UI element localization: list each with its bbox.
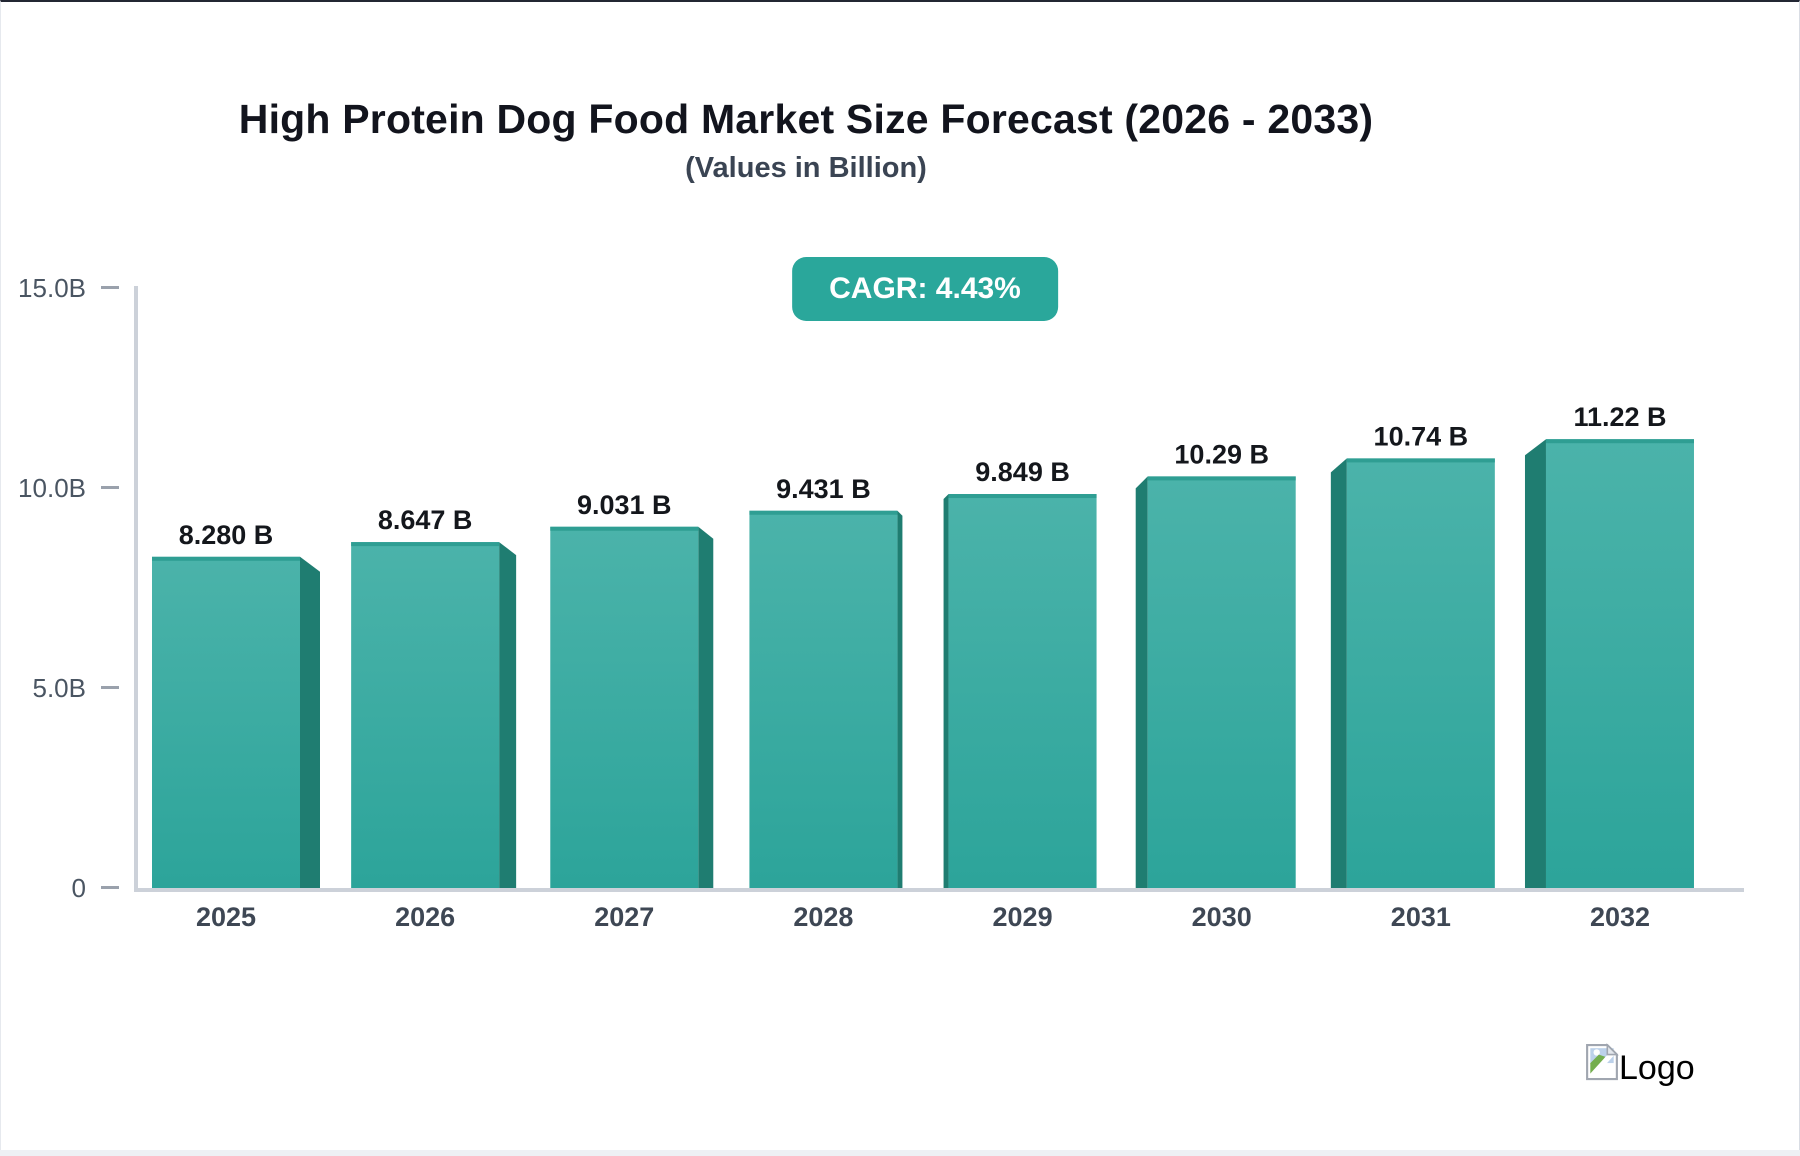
- x-axis-label-2028: 2028: [793, 902, 853, 932]
- bar-value-label-2031: 10.74 B: [1374, 421, 1469, 451]
- bar-2026[interactable]: [351, 542, 500, 890]
- bar-2028[interactable]: [749, 510, 898, 890]
- bar-value-label-2026: 8.647 B: [378, 505, 473, 535]
- bar-side-2026: [499, 542, 517, 890]
- y-axis-label-15.0B: 15.0B: [18, 273, 86, 303]
- bar-top-edge-2025: [152, 556, 300, 561]
- bar-side-2028: [897, 510, 903, 890]
- y-axis-tick: [101, 886, 119, 889]
- bar-value-label-2025: 8.280 B: [179, 520, 274, 550]
- x-axis-label-2030: 2030: [1192, 902, 1252, 932]
- bar-2031[interactable]: [1346, 458, 1495, 890]
- y-axis-label-0: 0: [72, 873, 86, 903]
- x-axis-label-2026: 2026: [395, 902, 455, 932]
- x-axis-label-2031: 2031: [1391, 902, 1451, 932]
- bar-2029[interactable]: [948, 494, 1097, 890]
- bar-value-label-2032: 11.22 B: [1573, 402, 1666, 432]
- bar-2030[interactable]: [1147, 476, 1296, 890]
- logo-text: Logo: [1619, 1049, 1695, 1087]
- bar-side-2029: [943, 494, 949, 890]
- bar-side-2027: [698, 526, 714, 890]
- bar-top-edge-2026: [351, 542, 500, 547]
- broken-image-icon: [1585, 1042, 1619, 1082]
- y-axis-line: [134, 286, 138, 892]
- logo: Logo: [1585, 1042, 1695, 1087]
- x-axis-label-2025: 2025: [196, 902, 256, 932]
- bar-top-edge-2032: [1545, 439, 1694, 444]
- bar-2032[interactable]: [1545, 439, 1694, 890]
- bar-side-2031: [1330, 458, 1347, 890]
- x-axis-label-2029: 2029: [993, 902, 1053, 932]
- x-axis-label-2032: 2032: [1590, 902, 1650, 932]
- y-axis-tick: [101, 486, 119, 489]
- bar-value-label-2027: 9.031 B: [577, 490, 672, 520]
- bar-side-2025: [300, 556, 320, 890]
- x-axis-label-2027: 2027: [594, 902, 654, 932]
- y-axis-tick: [101, 286, 119, 289]
- y-axis-label-5.0B: 5.0B: [33, 673, 87, 703]
- chart-title: High Protein Dog Food Market Size Foreca…: [238, 96, 1374, 142]
- bar-side-2032: [1524, 439, 1546, 890]
- chart-subtitle: (Values in Billion): [685, 152, 927, 184]
- cagr-badge: CAGR: 4.43%: [792, 257, 1058, 321]
- bar-side-2030: [1135, 476, 1148, 890]
- cagr-badge-label: CAGR: 4.43%: [829, 272, 1021, 305]
- bar-value-label-2030: 10.29 B: [1174, 439, 1269, 469]
- bar-value-label-2029: 9.849 B: [975, 457, 1070, 487]
- bar-top-edge-2028: [749, 510, 898, 515]
- bar-top-edge-2031: [1346, 458, 1495, 463]
- bar-top-edge-2029: [948, 494, 1097, 499]
- bar-top-edge-2027: [550, 526, 699, 531]
- bar-2027[interactable]: [550, 526, 699, 890]
- y-axis-tick: [101, 686, 119, 689]
- bar-top-edge-2030: [1147, 476, 1296, 481]
- bar-value-label-2028: 9.431 B: [776, 474, 871, 504]
- x-axis-line: [134, 888, 1744, 892]
- bar-2025[interactable]: [152, 556, 300, 890]
- y-axis-label-10.0B: 10.0B: [18, 473, 86, 503]
